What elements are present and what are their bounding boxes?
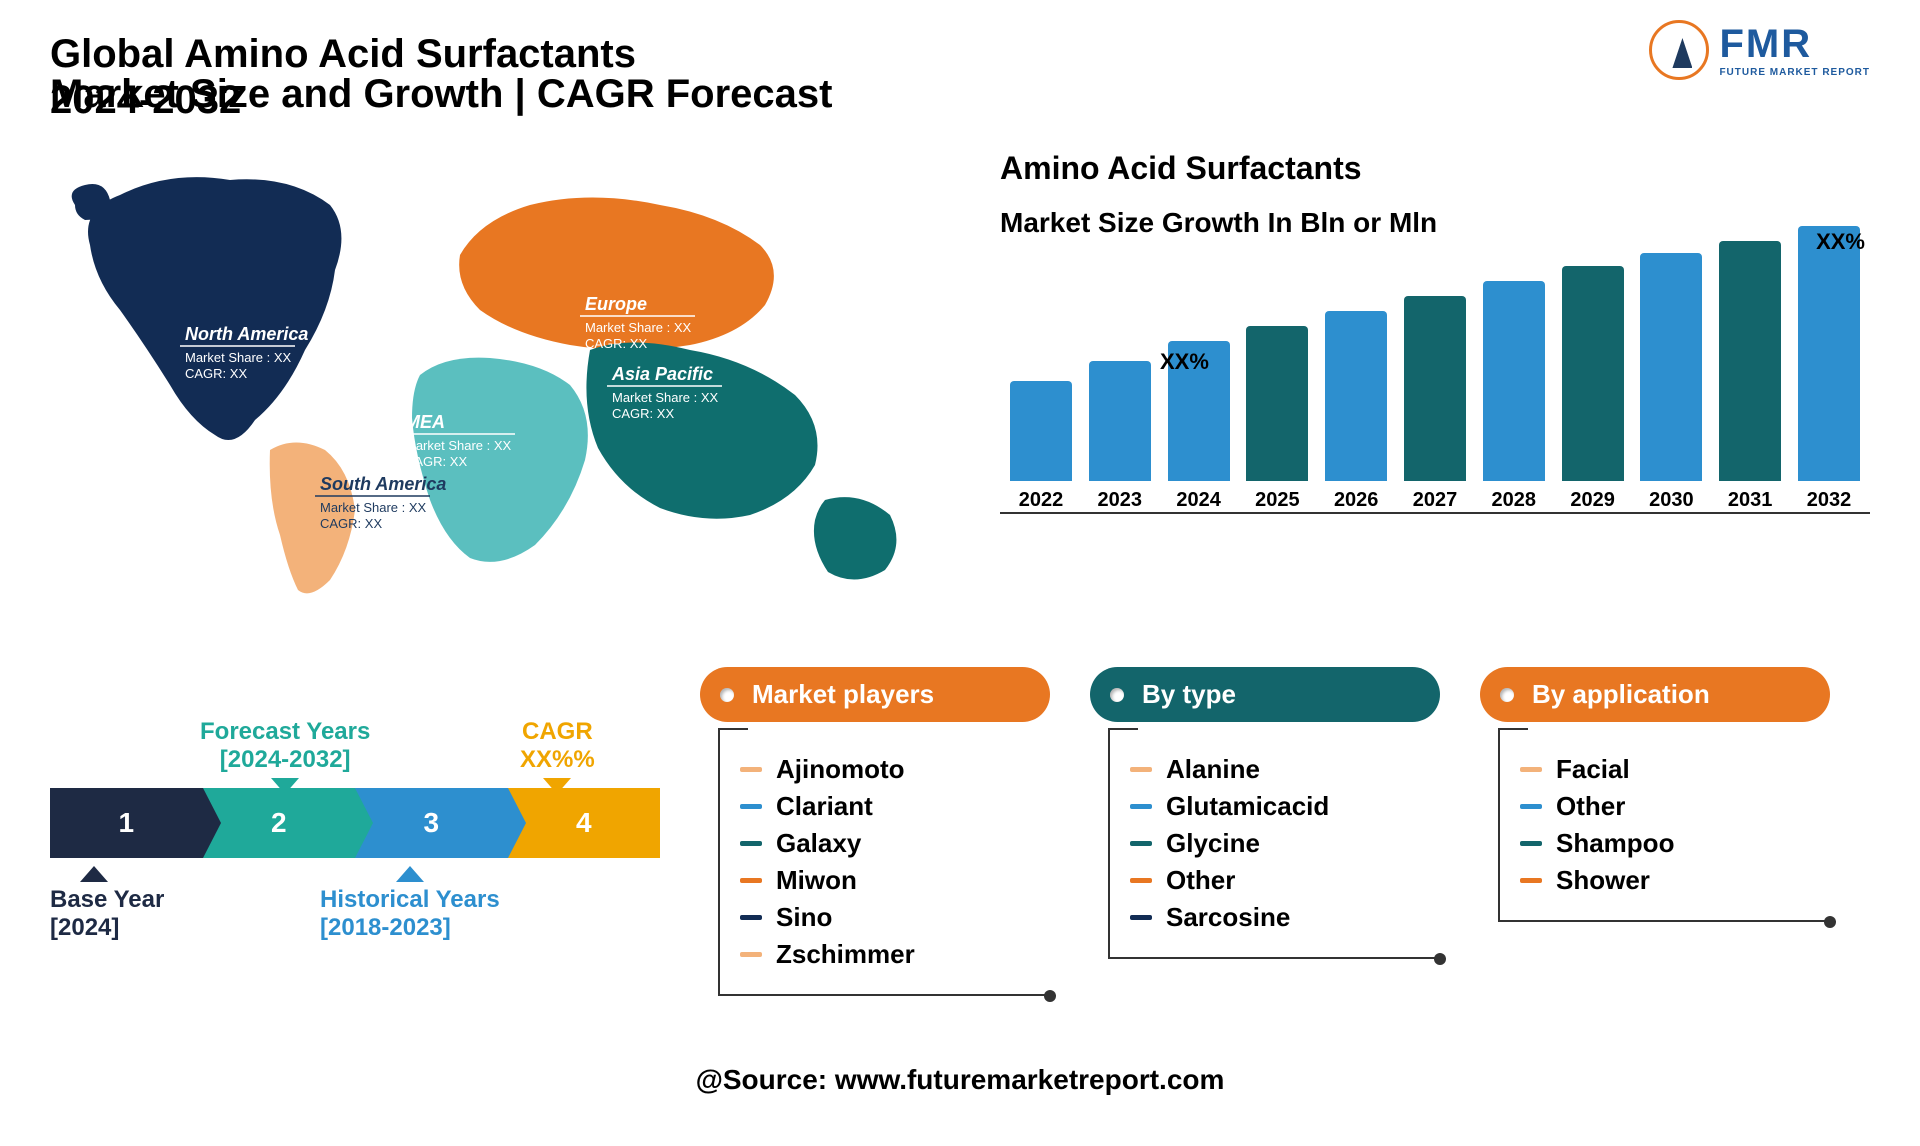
category-header: Market players <box>700 667 1050 722</box>
logo-fmr-text: FMR <box>1719 22 1870 67</box>
category-list: Alanine Glutamicacid Glycine Other Sarcosine <box>1090 728 1440 959</box>
timeline-historical-label: Historical Years [2018-2023] <box>320 866 500 942</box>
bar-2032: 2032 <box>1793 226 1865 512</box>
category-0: Market players Ajinomoto Clariant Galaxy Mi… <box>700 667 1050 996</box>
fmr-logo: FMR FUTURE MARKET REPORT <box>1649 20 1870 80</box>
cat-item: Galaxy <box>740 828 1050 859</box>
cat-item: Alanine <box>1130 754 1440 785</box>
cat-item: Clariant <box>740 791 1050 822</box>
cat-item: Other <box>1520 791 1830 822</box>
chart-title: Amino Acid Surfactants <box>1000 150 1870 187</box>
logo-sub-text: FUTURE MARKET REPORT <box>1719 67 1870 78</box>
cat-item: Zschimmer <box>740 939 1050 970</box>
category-list: Facial Other Shampoo Shower <box>1480 728 1830 922</box>
category-1: By type Alanine Glutamicacid Glycine Other S… <box>1090 667 1440 996</box>
bar-2030: 2030 <box>1635 253 1707 512</box>
cat-item: Shower <box>1520 865 1830 896</box>
chart-anno-2024: XX% <box>1160 349 1209 375</box>
svg-text:CAGR: XX: CAGR: XX <box>405 454 467 469</box>
cat-item: Facial <box>1520 754 1830 785</box>
bar-chart-block: Amino Acid Surfactants Market Size Growt… <box>1000 150 1870 544</box>
category-2: By application Facial Other Shampoo Shower <box>1480 667 1830 996</box>
svg-text:CAGR: XX: CAGR: XX <box>320 516 382 531</box>
bar-2027: 2027 <box>1399 296 1471 512</box>
map-north-america <box>72 177 342 440</box>
svg-text:Market Share : XX: Market Share : XX <box>405 438 512 453</box>
timeline-forecast-label: Forecast Years [2024-2032] <box>200 718 370 794</box>
bar-2031: 2031 <box>1714 241 1786 512</box>
bar-chart: 2022 2023 2024 2025 2026 2027 2028 2029 <box>1000 254 1870 544</box>
logo-icon <box>1649 20 1709 80</box>
category-list: Ajinomoto Clariant Galaxy Miwon Sino Zschimme… <box>700 728 1050 996</box>
timeline-seg-2: 2 <box>203 788 356 858</box>
cat-item: Shampoo <box>1520 828 1830 859</box>
page-title-block: Global Amino Acid Surfactants 2024-2032 … <box>50 30 636 123</box>
chart-subtitle: Market Size Growth In Bln or Mln <box>1000 207 1870 239</box>
timeline-seg-1: 1 <box>50 788 203 858</box>
timeline-cagr-label: CAGR XX%% <box>520 718 595 794</box>
cat-item: Miwon <box>740 865 1050 896</box>
svg-text:Market Share : XX: Market Share : XX <box>612 390 719 405</box>
svg-text:Europe: Europe <box>585 294 647 314</box>
cat-item: Sarcosine <box>1130 902 1440 933</box>
category-header: By type <box>1090 667 1440 722</box>
svg-text:Asia Pacific: Asia Pacific <box>611 364 713 384</box>
svg-text:CAGR: XX: CAGR: XX <box>585 336 647 351</box>
svg-text:North America: North America <box>185 324 308 344</box>
category-header: By application <box>1480 667 1830 722</box>
timeline-bar: 1234 <box>50 788 660 858</box>
timeline-seg-3: 3 <box>355 788 508 858</box>
timeline: Forecast Years [2024-2032] CAGR XX%% 123… <box>50 718 660 956</box>
cat-item: Glutamicacid <box>1130 791 1440 822</box>
timeline-seg-4: 4 <box>508 788 661 858</box>
title-line3: Market Size and Growth | CAGR Forecast <box>50 72 832 117</box>
chart-anno-2032: XX% <box>1816 229 1865 255</box>
categories: Market players Ajinomoto Clariant Galaxy Mi… <box>700 667 1830 996</box>
bar-2028: 2028 <box>1478 281 1550 512</box>
timeline-base-label: Base Year [2024] <box>50 866 164 942</box>
bar-2025: 2025 <box>1241 326 1313 512</box>
source-attribution: @Source: www.futuremarketreport.com <box>0 1064 1920 1096</box>
svg-text:South America: South America <box>320 474 446 494</box>
svg-text:Market Share : XX: Market Share : XX <box>320 500 427 515</box>
bar-2023: 2023 <box>1084 361 1156 512</box>
cat-item: Other <box>1130 865 1440 896</box>
bar-2026: 2026 <box>1320 311 1392 512</box>
title-line1: Global Amino Acid Surfactants <box>50 30 636 78</box>
svg-text:CAGR: XX: CAGR: XX <box>185 366 247 381</box>
svg-text:CAGR: XX: CAGR: XX <box>612 406 674 421</box>
world-map: North AmericaMarket Share : XXCAGR: XXSo… <box>50 150 980 600</box>
svg-text:Market Share : XX: Market Share : XX <box>185 350 292 365</box>
bar-2029: 2029 <box>1557 266 1629 512</box>
svg-text:MEA: MEA <box>405 412 445 432</box>
map-label-south_america: South America Market Share : XXCAGR: XX <box>315 474 446 531</box>
bar-2022: 2022 <box>1005 381 1077 512</box>
cat-item: Glycine <box>1130 828 1440 859</box>
cat-item: Ajinomoto <box>740 754 1050 785</box>
svg-text:Market Share : XX: Market Share : XX <box>585 320 692 335</box>
cat-item: Sino <box>740 902 1050 933</box>
